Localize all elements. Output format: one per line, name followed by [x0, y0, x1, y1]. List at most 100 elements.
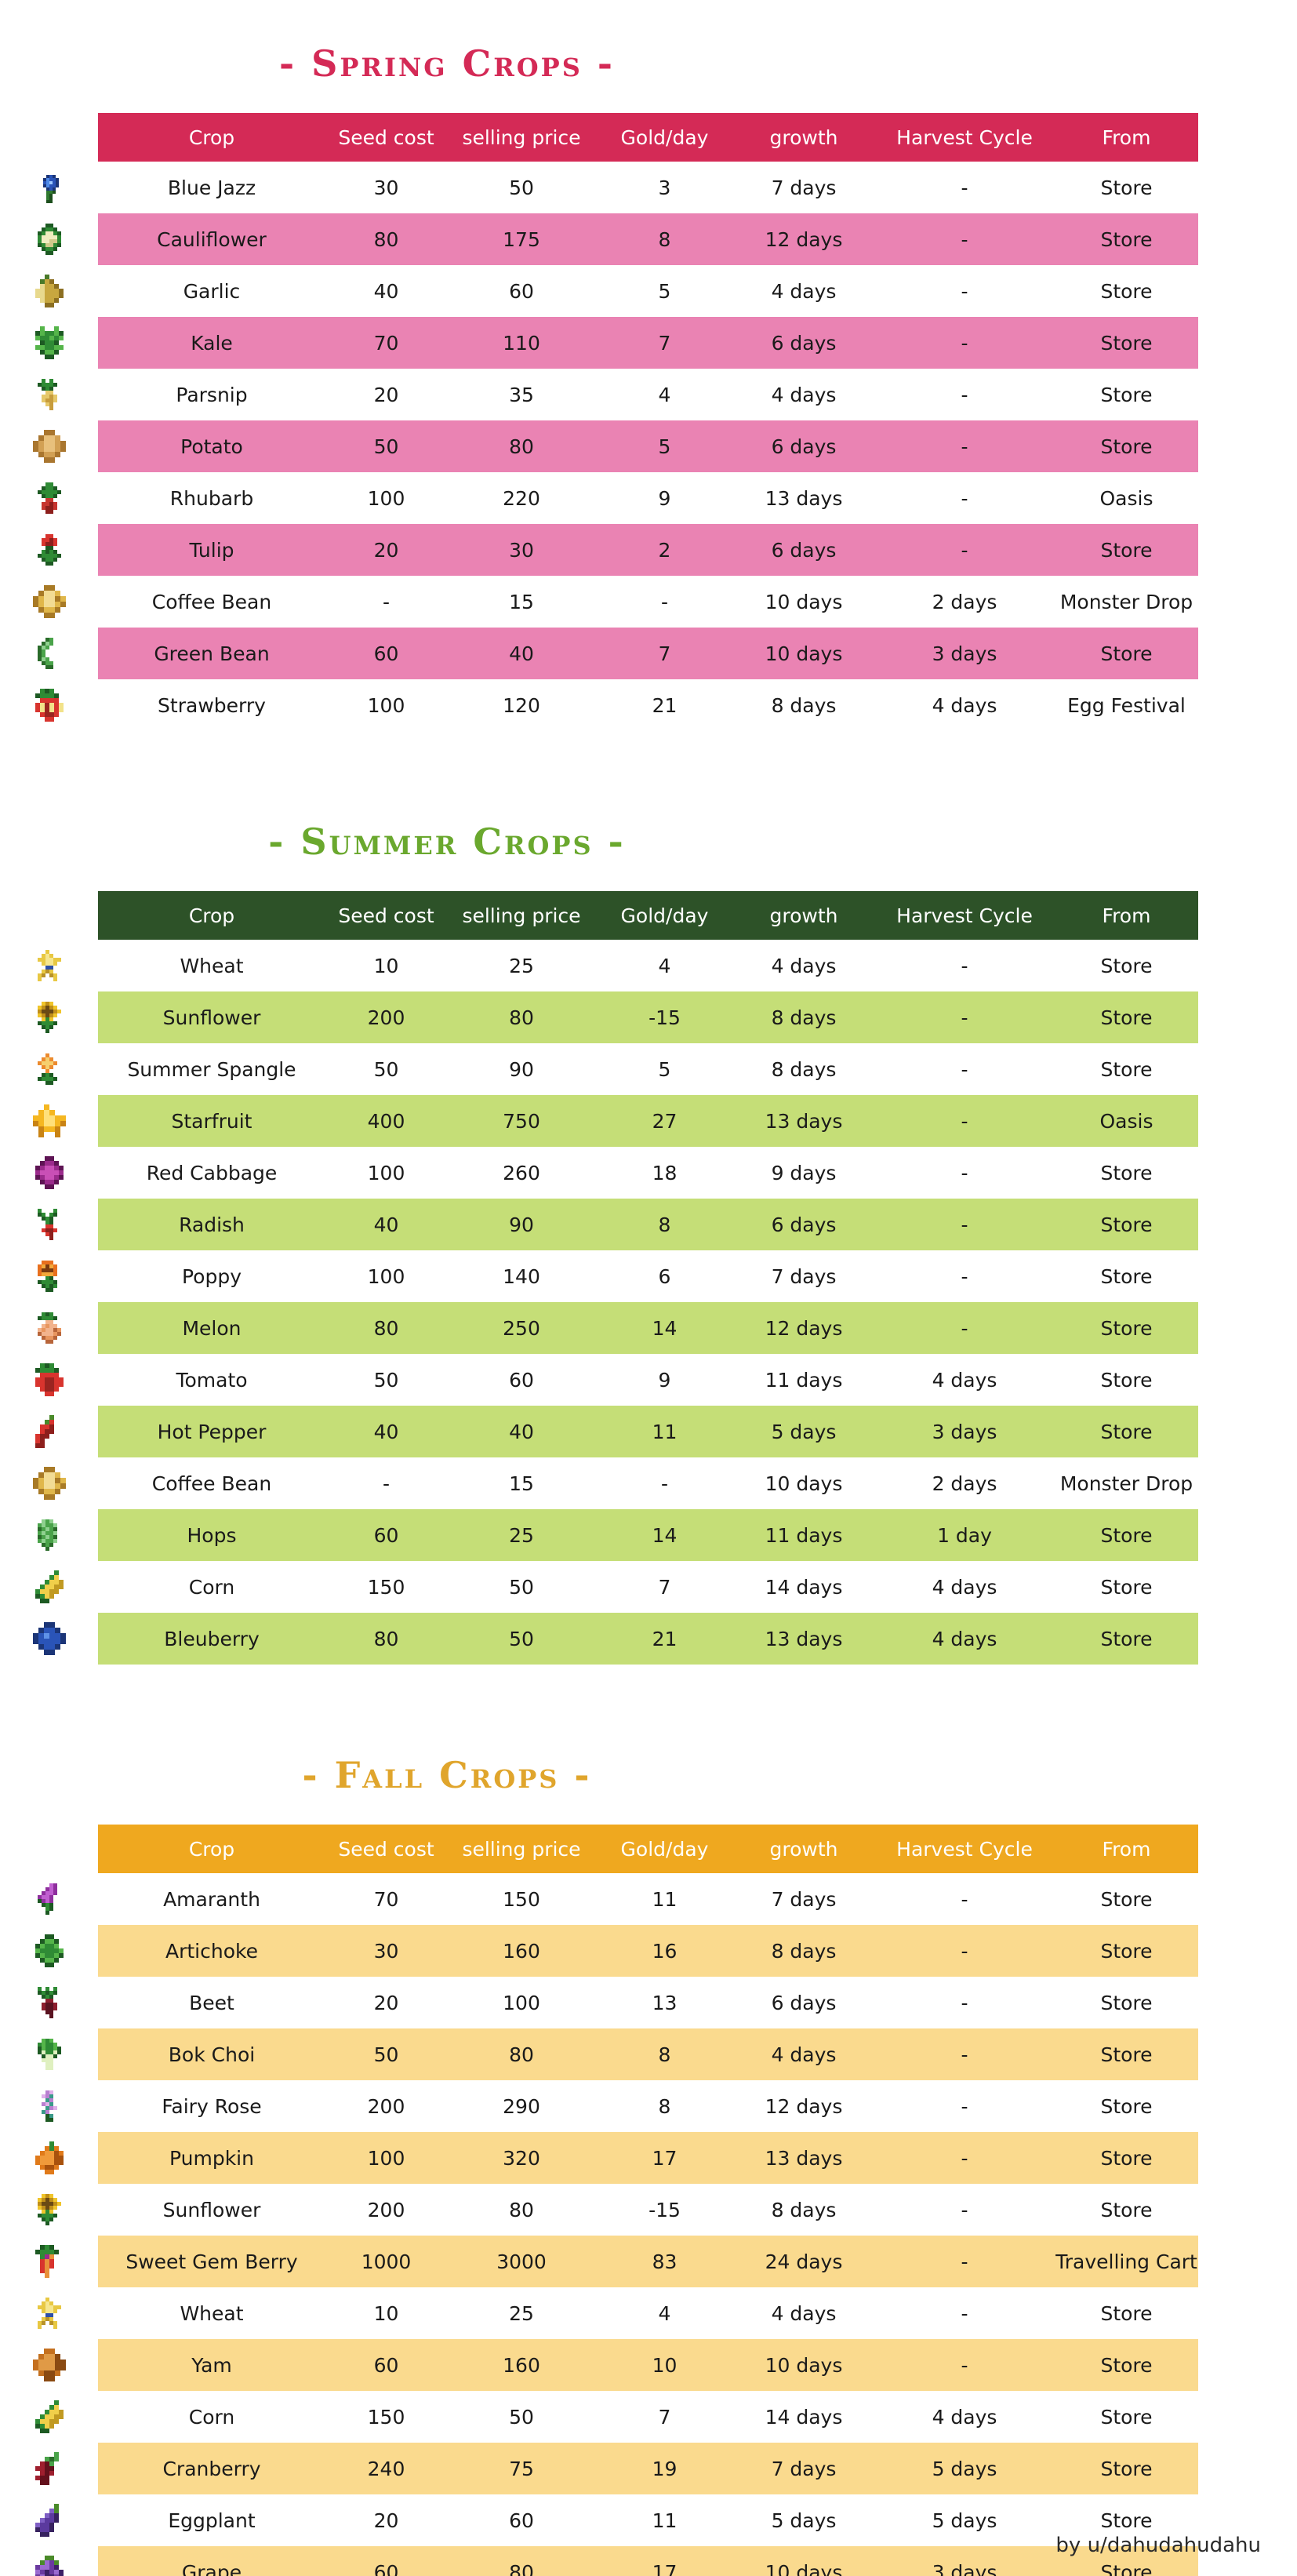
cell-seed-cost: 1000 [361, 2250, 412, 2273]
row-cells: Coffee Bean - 15 - 10 days 2 days Monster Drop [98, 1457, 1297, 1509]
header-band [98, 113, 1198, 162]
cell-harvest-cycle: - [961, 1887, 968, 1911]
cell-from: Store [1100, 227, 1153, 251]
row-cells: Parsnip 20 35 4 4 days - Store [98, 369, 1297, 420]
section-spacer [0, 1665, 1297, 1740]
table-row: Beet 20 100 13 6 days - Store [0, 1977, 1297, 2028]
cell-seed-cost: 200 [367, 2198, 405, 2221]
cell-gold-per-day: 17 [652, 2560, 678, 2576]
row-cells: Sunflower 200 80 -15 8 days - Store [98, 991, 1297, 1043]
row-cells: Corn 150 50 7 14 days 4 days Store [98, 2391, 1297, 2443]
row-cells: Bok Choi 50 80 8 4 days - Store [98, 2028, 1297, 2080]
cell-harvest-cycle: 5 days [932, 2509, 997, 2532]
cell-crop: Corn [188, 2405, 235, 2429]
cell-seed-cost: 20 [373, 1991, 399, 2014]
row-cells: Fairy Rose 200 290 8 12 days - Store [98, 2080, 1297, 2132]
cell-growth: 10 days [765, 2353, 843, 2377]
cell-growth: 4 days [771, 954, 837, 977]
row-band [98, 265, 1198, 317]
cell-crop: Grape [181, 2560, 242, 2576]
crop-icon-cell [0, 679, 98, 731]
crop-icon-cell [0, 2236, 98, 2287]
table-row: Fairy Rose 200 290 8 12 days - Store [0, 2080, 1297, 2132]
section-fall: - Fall Crops - Crop Seed cost selling price… [0, 1665, 1297, 2576]
row-band [98, 1043, 1198, 1095]
column-header-crop: Crop [188, 1837, 235, 1861]
cell-gold-per-day: 11 [652, 1420, 678, 1443]
row-cells: Hops 60 25 14 11 days 1 day Store [98, 1509, 1297, 1561]
cell-growth: 7 days [771, 2457, 837, 2480]
section-header-spring: - Spring Crops - [0, 28, 1297, 113]
cell-growth: 4 days [771, 383, 837, 406]
row-band [98, 524, 1198, 576]
cell-from: Travelling Cart [1055, 2250, 1197, 2273]
crop-icon-cell [0, 213, 98, 265]
cell-seed-cost: 60 [373, 2560, 399, 2576]
row-cells: Blue Jazz 30 50 3 7 days - Store [98, 162, 1297, 213]
crop-icon-cell [0, 1561, 98, 1613]
cell-gold-per-day: 14 [652, 1316, 678, 1340]
cell-selling-price: 160 [503, 1939, 540, 1963]
tool-icons [748, 1751, 1297, 1814]
row-band [98, 1095, 1198, 1147]
crop-icon-cell [0, 1613, 98, 1665]
cell-crop: Radish [179, 1213, 245, 1236]
row-band [98, 2080, 1198, 2132]
cell-harvest-cycle: - [961, 1264, 968, 1288]
cell-selling-price: 25 [509, 2301, 534, 2325]
row-band [98, 317, 1198, 369]
table-header-row: Crop Seed cost selling price Gold/day growth… [0, 891, 1297, 940]
beet-icon [31, 1985, 67, 2021]
row-band [98, 1199, 1198, 1250]
row-cells: Tulip 20 30 2 6 days - Store [98, 524, 1297, 576]
table-row: Pumpkin 100 320 17 13 days - Store [0, 2132, 1297, 2184]
cell-growth: 8 days [771, 2198, 837, 2221]
row-cells: Grape 60 80 17 10 days 3 days Store [98, 2546, 1297, 2576]
crop-icon-cell [0, 265, 98, 317]
cell-selling-price: 35 [509, 383, 534, 406]
cell-gold-per-day: -15 [648, 1006, 681, 1029]
row-band [98, 2494, 1198, 2546]
column-header-growth: growth [769, 1837, 838, 1861]
cell-gold-per-day: 21 [652, 1627, 678, 1650]
cell-crop: Starfruit [171, 1109, 252, 1133]
cauliflower-icon [31, 221, 67, 257]
cell-gold-per-day: 5 [658, 435, 671, 458]
cell-seed-cost: 80 [373, 1627, 399, 1650]
row-cells: Summer Spangle 50 90 5 8 days - Store [98, 1043, 1297, 1095]
cell-seed-cost: - [382, 590, 391, 613]
cell-harvest-cycle: - [961, 1991, 968, 2014]
table-header-row: Crop Seed cost selling price Gold/day growth… [0, 113, 1297, 162]
sunflower-icon [31, 999, 67, 1035]
cell-crop: Coffee Bean [151, 590, 272, 613]
cell-gold-per-day: 27 [652, 1109, 678, 1133]
cell-selling-price: 60 [509, 279, 534, 303]
cell-growth: 10 days [765, 1472, 843, 1495]
cell-gold-per-day: 2 [658, 538, 671, 562]
row-cells: Amaranth 70 150 11 7 days - Store [98, 1873, 1297, 1925]
cell-gold-per-day: 17 [652, 2146, 678, 2170]
cell-crop: Corn [188, 1575, 235, 1599]
row-cells: Kale 70 110 7 6 days - Store [98, 317, 1297, 369]
cell-selling-price: 750 [503, 1109, 540, 1133]
cell-gold-per-day: 4 [658, 2301, 671, 2325]
grape-icon [31, 2554, 67, 2576]
table-row: Poppy 100 140 6 7 days - Store [0, 1250, 1297, 1302]
radish-icon [31, 1206, 67, 1243]
row-cells: Beet 20 100 13 6 days - Store [98, 1977, 1297, 2028]
row-cells: Hot Pepper 40 40 11 5 days 3 days Store [98, 1406, 1297, 1457]
table-row: Hot Pepper 40 40 11 5 days 3 days Store [0, 1406, 1297, 1457]
crop-icon-cell [0, 1095, 98, 1147]
cell-seed-cost: 60 [373, 1523, 399, 1547]
cell-growth: 7 days [771, 1264, 837, 1288]
cell-crop: Sweet Gem Berry [125, 2250, 298, 2273]
row-cells: Pumpkin 100 320 17 13 days - Store [98, 2132, 1297, 2184]
cell-crop: Amaranth [163, 1887, 260, 1911]
wheat-icon [31, 2295, 67, 2331]
row-cells: Coffee Bean - 15 - 10 days 2 days Monster Drop [98, 576, 1297, 628]
cell-crop: Wheat [180, 954, 244, 977]
cell-harvest-cycle: - [961, 954, 968, 977]
column-header-selling-price: selling price [462, 1837, 581, 1861]
cell-growth: 10 days [765, 2560, 843, 2576]
cell-crop: Kale [191, 331, 233, 355]
